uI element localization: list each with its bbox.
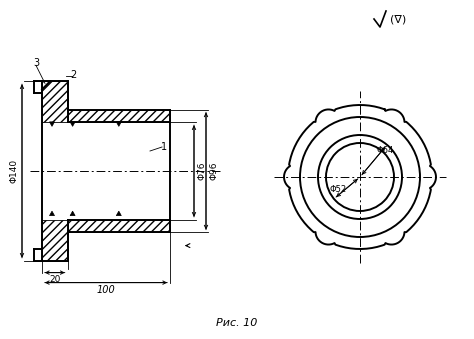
- Polygon shape: [42, 81, 68, 122]
- Polygon shape: [68, 220, 170, 233]
- Polygon shape: [284, 105, 436, 249]
- Polygon shape: [70, 122, 75, 126]
- Polygon shape: [42, 220, 68, 261]
- Polygon shape: [49, 211, 55, 216]
- Polygon shape: [68, 109, 170, 122]
- Text: Φ140: Φ140: [9, 159, 18, 183]
- Text: Φ52: Φ52: [329, 185, 346, 194]
- Polygon shape: [116, 122, 121, 126]
- Text: Φ64: Φ64: [377, 146, 394, 155]
- Polygon shape: [49, 122, 55, 126]
- Text: Φ76: Φ76: [198, 162, 207, 180]
- Text: 2: 2: [71, 71, 77, 80]
- Text: 1: 1: [161, 142, 167, 152]
- Text: Φ96: Φ96: [210, 162, 219, 180]
- Text: 20: 20: [49, 275, 61, 284]
- Polygon shape: [70, 211, 75, 216]
- Text: 3: 3: [33, 58, 39, 68]
- Polygon shape: [116, 211, 121, 216]
- Text: 100: 100: [97, 285, 115, 295]
- Text: Рис. 10: Рис. 10: [216, 318, 258, 328]
- Text: (∇): (∇): [390, 14, 406, 24]
